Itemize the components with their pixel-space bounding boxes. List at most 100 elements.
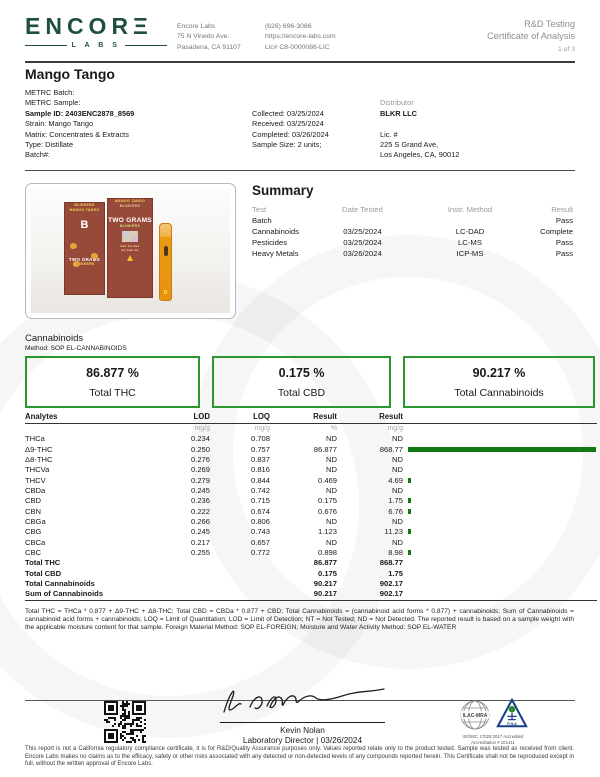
summary-result: Complete	[540, 227, 573, 236]
product-photo-frame: BLINKERS MANGO TANGO B TWO GRAMS BLINKER…	[25, 183, 236, 319]
analyte-bar-cell	[403, 508, 597, 514]
analyte-bar	[408, 498, 411, 504]
analyte-row: CBG 0.245 0.743 1.123 11.23	[25, 527, 597, 537]
analyte-loq: 0.674	[250, 506, 270, 516]
analyte-row: THCV 0.279 0.844 0.469 4.69	[25, 475, 597, 485]
sample-title: Mango Tango	[25, 66, 115, 82]
analyte-lod: 0.266	[190, 516, 210, 526]
total-cbd-box: 0.175 % Total CBD	[212, 356, 391, 408]
analyte-result-mgg: 868.77	[379, 558, 403, 568]
sample-field: METRC Sample:	[25, 98, 81, 108]
brand-name: ENCORΞ	[25, 13, 153, 39]
analyte-loq: 0.837	[250, 454, 270, 464]
analyte-loq: 0.657	[250, 537, 270, 547]
warning-triangle-icon	[127, 255, 133, 261]
lab-contact-line: (626) 696-3086	[265, 23, 312, 30]
analyte-name: CBD	[25, 496, 42, 506]
distributor-details: Distributor BLKR LLC Lic. #225 S Grand Av…	[380, 98, 560, 160]
summary-method: LC-DAD	[455, 227, 485, 236]
analyte-lod: 0.222	[190, 506, 210, 516]
analyte-result-pct: 0.898	[317, 547, 337, 557]
analyte-result-pct: 86.877	[313, 444, 337, 454]
analyte-name: CBG	[25, 527, 42, 537]
analyte-result-mgg: 4.69	[388, 475, 403, 485]
analyte-row: CBDa 0.245 0.742 ND ND	[25, 485, 597, 495]
legal-disclaimer: This report is not a California regulato…	[25, 746, 574, 768]
analyte-lod: 0.250	[190, 444, 210, 454]
analyte-result-pct: 0.175	[317, 496, 337, 506]
distributor-field: Los Angeles, CA, 90012	[380, 150, 460, 160]
analyte-result-mgg: 8.98	[388, 547, 403, 557]
analyte-loq: 0.757	[250, 444, 270, 454]
analyte-row: Δ9-THC 0.250 0.757 86.877 868.77	[25, 444, 597, 454]
analyte-table-header: Analytes LOD LOQ Result Result	[25, 412, 597, 424]
analyte-result-mgg: 11.23	[384, 527, 403, 537]
analyte-row: CBN 0.222 0.674 0.676 6.76	[25, 506, 597, 516]
distributor-field: 225 S Grand Ave,	[380, 140, 439, 150]
analyte-name: Total THC	[25, 558, 61, 568]
analyte-result-pct: ND	[326, 465, 337, 475]
summary-table-header: Test Date Tested Instr. Method Result	[252, 205, 573, 214]
analyte-loq: 0.715	[250, 496, 270, 506]
analyte-name: CBC	[25, 547, 42, 557]
analyte-name: Sum of Cannabinoids	[25, 589, 104, 599]
sample-field: METRC Batch:	[25, 88, 75, 97]
analyte-result-mgg: ND	[392, 465, 403, 475]
analyte-result-pct: 86.877	[313, 558, 337, 568]
distributor-field	[380, 119, 560, 129]
summary-test: Batch	[252, 216, 272, 225]
analyte-bar	[408, 446, 596, 452]
sample-date-field: Collected: 03/25/2024	[252, 108, 324, 118]
analyte-result-pct: ND	[326, 537, 337, 547]
cannabinoid-totals: 86.877 % Total THC 0.175 % Total CBD 90.…	[25, 356, 595, 408]
pjla-logo-icon: PJLA	[496, 697, 528, 728]
qr-code	[104, 701, 146, 743]
analyte-result-mgg: ND	[392, 516, 403, 526]
analyte-table: Analytes LOD LOQ Result Result mg/g mg/g…	[25, 412, 597, 601]
analyte-table-body: THCa 0.234 0.708 ND ND Δ9-THC 0.250 0.757 86.877…	[25, 434, 597, 601]
analyte-result-mgg: 902.17	[379, 578, 403, 588]
analyte-row: CBGa 0.266 0.806 ND ND	[25, 516, 597, 526]
summary-heading: Summary	[252, 183, 314, 198]
analyte-bar	[408, 529, 411, 535]
analyte-name: THCVa	[25, 465, 50, 475]
summary-test: Pesticides	[252, 238, 288, 247]
analyte-result-mgg: ND	[392, 537, 403, 547]
analyte-row: Total CBD 0.175 1.75	[25, 568, 597, 578]
analyte-bar	[408, 508, 411, 514]
analyte-bar-cell	[403, 549, 597, 555]
lab-address-line: Pasadena, CA 91107	[177, 43, 241, 51]
analyte-result-mgg: ND	[392, 454, 403, 464]
product-photo: BLINKERS MANGO TANGO B TWO GRAMS BLINKER…	[31, 189, 230, 313]
signer-name: Kevin Nolan	[280, 725, 325, 735]
analyte-loq: 0.806	[250, 516, 270, 526]
analyte-loq: 0.742	[250, 485, 270, 495]
signer-title: Laboratory Director | 03/26/2024	[242, 735, 363, 746]
hologram-sticker	[122, 231, 138, 242]
product-logo-letter: B	[80, 219, 89, 231]
analyte-result-pct: ND	[326, 454, 337, 464]
analyte-row: THCa 0.234 0.708 ND ND	[25, 434, 597, 444]
analyte-result-pct: ND	[326, 485, 337, 495]
lab-contact-line[interactable]: https://encore-labs.com	[265, 33, 336, 41]
brand-sub: L A B S	[25, 42, 167, 49]
analyte-row: Δ8-THC 0.276 0.837 ND ND	[25, 454, 597, 464]
analyte-loq: 0.844	[250, 475, 270, 485]
summary-date: 03/25/2024	[343, 227, 382, 236]
cannabinoids-heading: Cannabinoids	[25, 333, 84, 344]
analyte-row: CBD 0.236 0.715 0.175 1.75	[25, 496, 597, 506]
analyte-lod: 0.276	[190, 454, 210, 464]
analyte-row: THCVa 0.269 0.816 ND ND	[25, 465, 597, 475]
summary-method	[415, 215, 525, 226]
analyte-lod: 0.269	[190, 465, 210, 475]
header: ENCORΞ L A B S Encore Labs 75 N Vinedo Av…	[25, 9, 575, 59]
analyte-bar-cell	[403, 446, 597, 452]
doc-type: R&D Testing	[524, 19, 575, 29]
encore-labs-logo: ENCORΞ L A B S	[25, 9, 167, 59]
analyte-lod: 0.245	[190, 485, 210, 495]
page-number: 1 of 3	[557, 46, 575, 53]
analyte-row: CBCa 0.217 0.657 ND ND	[25, 537, 597, 547]
analyte-lod: 0.255	[190, 547, 210, 557]
summary-result: Pass	[555, 249, 573, 258]
fruit-graphic	[70, 243, 77, 249]
